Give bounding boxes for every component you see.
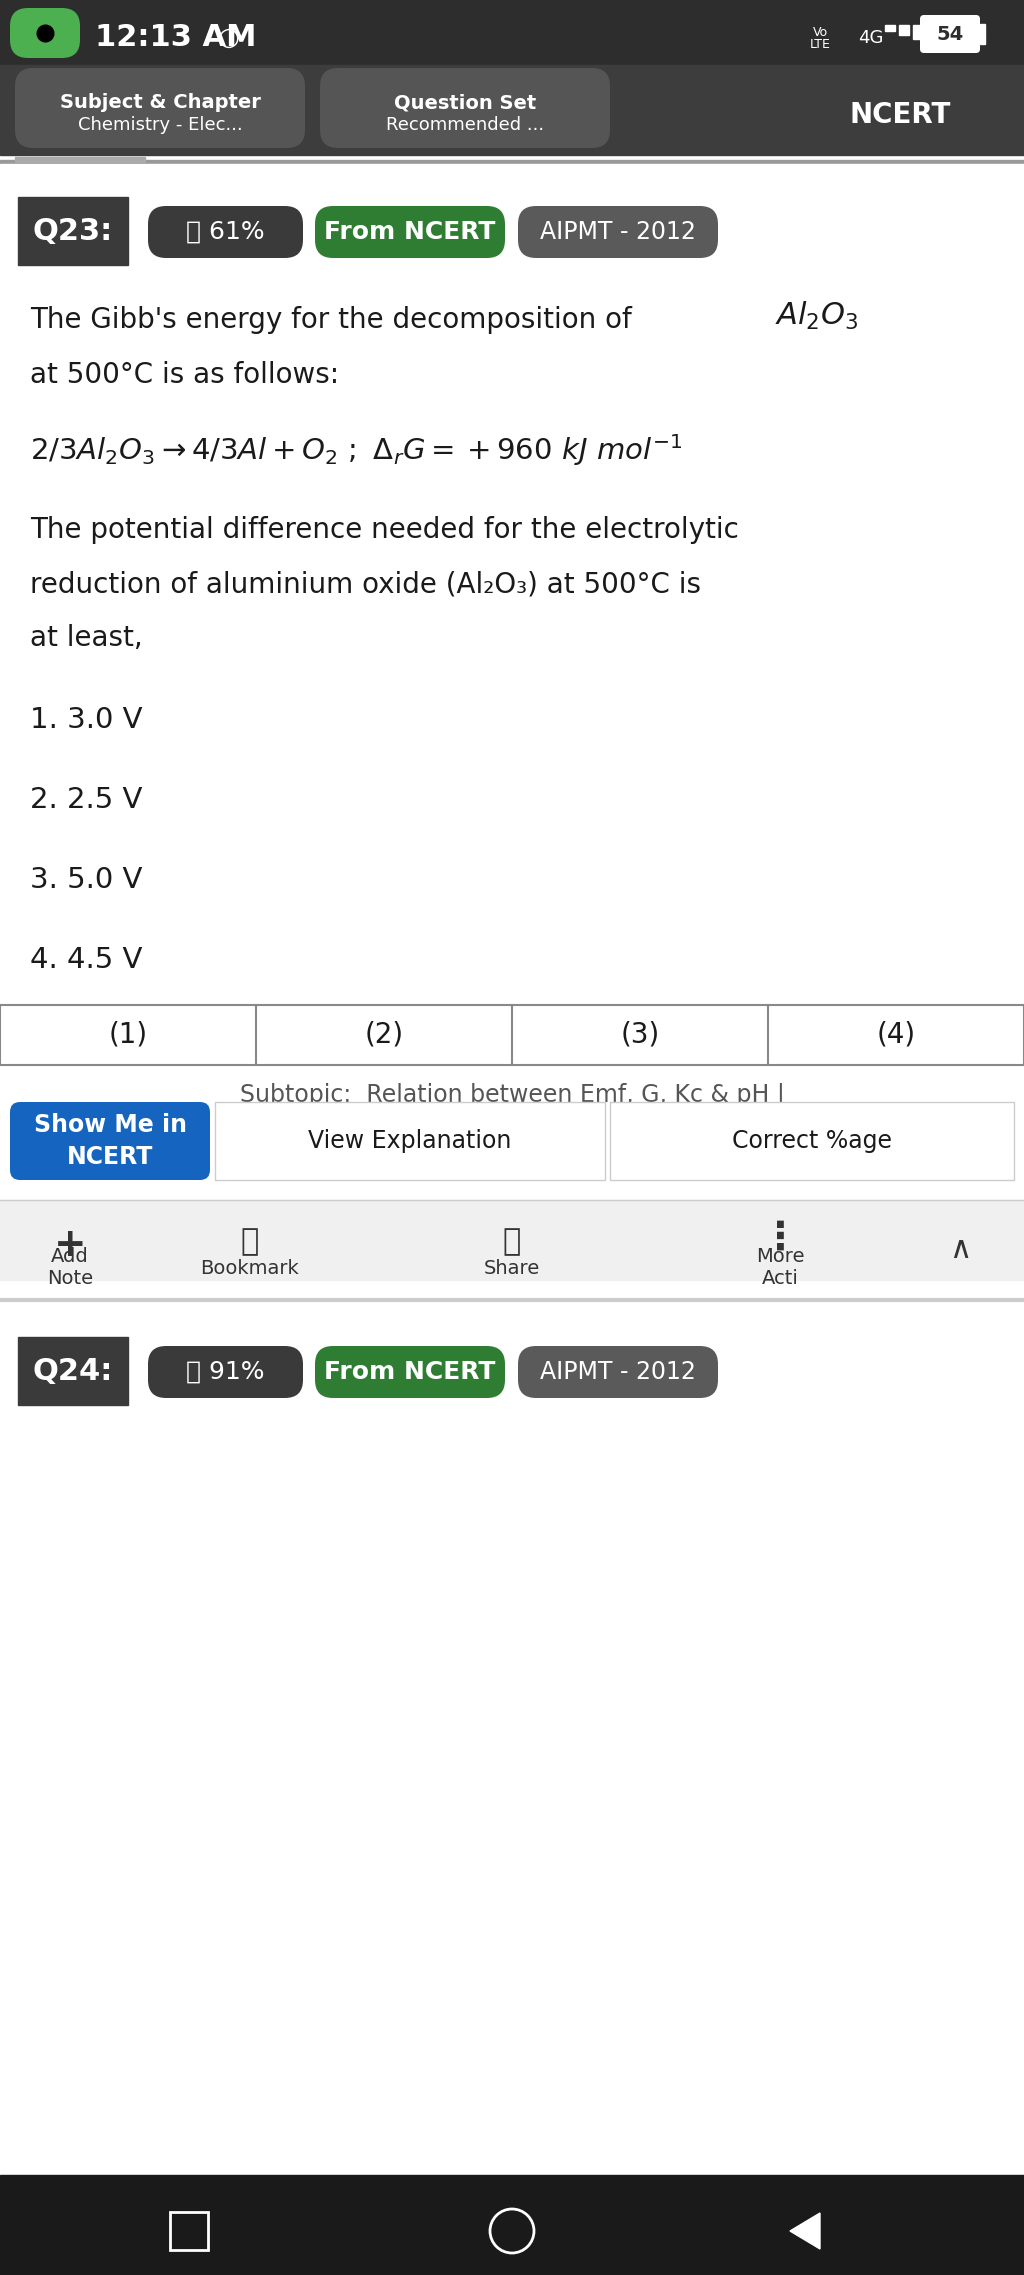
Text: ○: ○ xyxy=(218,25,240,50)
FancyBboxPatch shape xyxy=(319,68,610,148)
Text: +: + xyxy=(53,1226,86,1265)
Text: The Gibb's energy for the decomposition of: The Gibb's energy for the decomposition … xyxy=(30,307,641,334)
Bar xyxy=(899,25,909,34)
Text: From NCERT: From NCERT xyxy=(325,1360,496,1383)
Text: at 500°C is as follows:: at 500°C is as follows: xyxy=(30,362,339,389)
Text: 12:13 AM: 12:13 AM xyxy=(95,23,256,52)
Text: (1): (1) xyxy=(109,1021,147,1049)
FancyBboxPatch shape xyxy=(315,1347,505,1399)
Bar xyxy=(610,1101,1014,1181)
Text: 🔖: 🔖 xyxy=(241,1228,259,1256)
Text: ⋮: ⋮ xyxy=(761,1219,800,1258)
Text: AIPMT - 2012: AIPMT - 2012 xyxy=(540,1360,696,1383)
Text: $Al_2O_3$: $Al_2O_3$ xyxy=(775,300,858,332)
Text: reduction of aluminium oxide (Al₂O₃) at 500°C is: reduction of aluminium oxide (Al₂O₃) at … xyxy=(30,571,701,598)
Bar xyxy=(18,1338,128,1406)
Text: ∧: ∧ xyxy=(949,1235,971,1265)
Text: (2): (2) xyxy=(365,1021,403,1049)
Text: $2/3Al_2O_3 \rightarrow 4/3Al + O_2 \ ; \ \Delta_r G = +960 \ kJ \ mol^{-1}$: $2/3Al_2O_3 \rightarrow 4/3Al + O_2 \ ; … xyxy=(30,432,683,469)
Bar xyxy=(0,66,1024,155)
Bar xyxy=(0,164,1024,175)
Text: From NCERT: From NCERT xyxy=(325,221,496,243)
Bar xyxy=(0,1199,1024,1281)
Polygon shape xyxy=(790,2214,820,2250)
Text: Share: Share xyxy=(484,1258,540,1279)
Text: Recommended ...: Recommended ... xyxy=(386,116,544,134)
FancyBboxPatch shape xyxy=(10,9,80,57)
Text: Subject & Chapter: Subject & Chapter xyxy=(59,93,260,111)
FancyBboxPatch shape xyxy=(15,68,305,148)
Bar xyxy=(0,0,1024,66)
FancyBboxPatch shape xyxy=(148,1347,303,1399)
Text: More
Acti: More Acti xyxy=(756,1247,804,1288)
Text: 👍 91%: 👍 91% xyxy=(185,1360,264,1383)
Bar xyxy=(927,25,937,43)
Text: Subtopic:  Relation between Emf, G, Kc & pH |: Subtopic: Relation between Emf, G, Kc & … xyxy=(240,1083,784,1108)
Text: Correct %age: Correct %age xyxy=(732,1128,892,1153)
Text: 4. 4.5 V: 4. 4.5 V xyxy=(30,946,142,974)
Text: (3): (3) xyxy=(621,1021,659,1049)
Bar xyxy=(170,2211,208,2250)
FancyBboxPatch shape xyxy=(518,1347,718,1399)
Text: Chemistry - Elec...: Chemistry - Elec... xyxy=(78,116,243,134)
FancyBboxPatch shape xyxy=(920,16,980,52)
FancyBboxPatch shape xyxy=(148,207,303,257)
Bar xyxy=(0,2175,1024,2275)
Bar xyxy=(0,159,1024,168)
Text: (4): (4) xyxy=(877,1021,915,1049)
Text: 2. 2.5 V: 2. 2.5 V xyxy=(30,785,142,814)
FancyBboxPatch shape xyxy=(315,207,505,257)
Text: Q23:: Q23: xyxy=(33,216,113,246)
Text: 1. 3.0 V: 1. 3.0 V xyxy=(30,705,142,735)
Text: The potential difference needed for the electrolytic: The potential difference needed for the … xyxy=(30,516,739,544)
Text: AIPMT - 2012: AIPMT - 2012 xyxy=(540,221,696,243)
FancyBboxPatch shape xyxy=(518,207,718,257)
Text: Bookmark: Bookmark xyxy=(201,1258,299,1279)
Text: 🔁: 🔁 xyxy=(503,1228,521,1256)
Text: NCERT: NCERT xyxy=(849,100,950,130)
Text: 4G: 4G xyxy=(858,30,884,48)
Text: Q24:: Q24: xyxy=(33,1356,114,1385)
Bar xyxy=(18,198,128,264)
Bar xyxy=(980,25,985,43)
Text: 3. 5.0 V: 3. 5.0 V xyxy=(30,867,142,894)
Text: Question Set: Question Set xyxy=(394,93,537,111)
Text: Add
Note: Add Note xyxy=(47,1247,93,1288)
Bar xyxy=(913,25,923,39)
Text: View Explanation: View Explanation xyxy=(308,1128,512,1153)
Bar xyxy=(215,1101,605,1181)
Text: Show Me in
NCERT: Show Me in NCERT xyxy=(34,1112,186,1169)
Text: at least,: at least, xyxy=(30,623,142,653)
Bar xyxy=(15,157,145,162)
Text: 54: 54 xyxy=(936,25,964,43)
Text: Vo
LTE: Vo LTE xyxy=(810,25,830,50)
Bar xyxy=(885,25,895,32)
FancyBboxPatch shape xyxy=(10,1101,210,1181)
Text: 👍 61%: 👍 61% xyxy=(185,221,264,243)
